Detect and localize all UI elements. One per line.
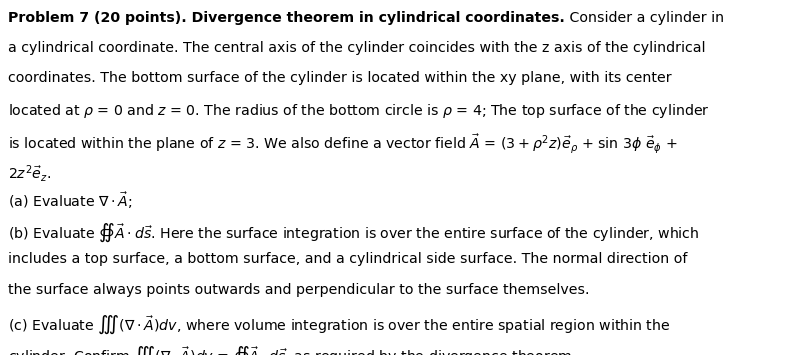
Text: Consider a cylinder in: Consider a cylinder in — [565, 11, 724, 24]
Text: coordinates. The bottom surface of the cylinder is located within the xy plane, : coordinates. The bottom surface of the c… — [8, 71, 672, 86]
Text: Problem 7 (20 points). Divergence theorem in cylindrical coordinates.: Problem 7 (20 points). Divergence theore… — [8, 11, 565, 24]
Text: includes a top surface, a bottom surface, and a cylindrical side surface. The no: includes a top surface, a bottom surface… — [8, 252, 687, 266]
Text: the surface always points outwards and perpendicular to the surface themselves.: the surface always points outwards and p… — [8, 283, 589, 296]
Text: is located within the plane of $z$ = 3. We also define a vector field $\vec{A}$ : is located within the plane of $z$ = 3. … — [8, 132, 678, 155]
Text: (c) Evaluate $\iiint (\nabla \cdot \vec{A})dv$, where volume integration is over: (c) Evaluate $\iiint (\nabla \cdot \vec{… — [8, 314, 670, 336]
Text: a cylindrical coordinate. The central axis of the cylinder coincides with the z : a cylindrical coordinate. The central ax… — [8, 41, 706, 55]
Text: located at $\rho$ = 0 and $z$ = 0. The radius of the bottom circle is $\rho$ = 4: located at $\rho$ = 0 and $z$ = 0. The r… — [8, 102, 710, 120]
Text: (b) Evaluate $\oiint \vec{A} \cdot d\vec{s}$. Here the surface integration is ov: (b) Evaluate $\oiint \vec{A} \cdot d\vec… — [8, 222, 699, 244]
Text: (a) Evaluate $\nabla \cdot \vec{A}$;: (a) Evaluate $\nabla \cdot \vec{A}$; — [8, 190, 133, 211]
Text: cylinder. Confirm $\iiint (\nabla \cdot \vec{A})dv$ = $\oiint \vec{A} \cdot d\ve: cylinder. Confirm $\iiint (\nabla \cdot … — [8, 344, 577, 355]
Text: $2z^2\vec{e}_z$.: $2z^2\vec{e}_z$. — [8, 163, 51, 184]
